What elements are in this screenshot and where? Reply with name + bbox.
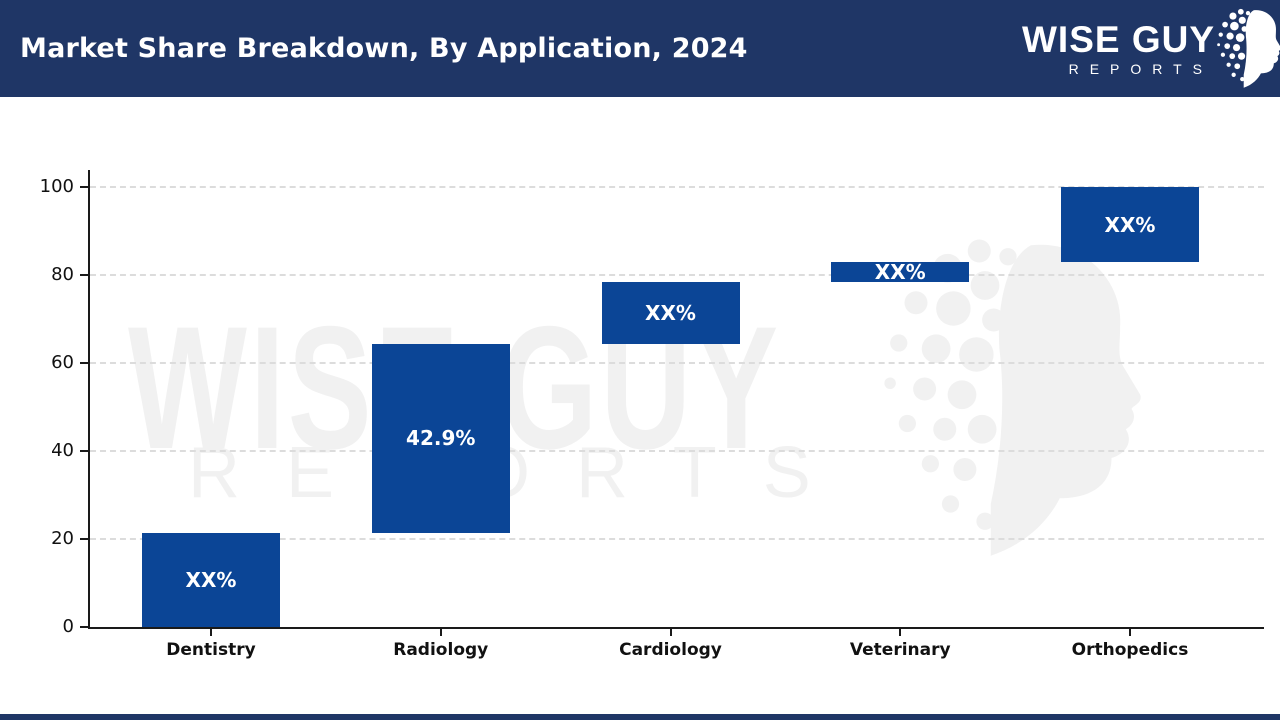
logo-wordmark: WISE GUY [1022,19,1216,60]
y-tick-label: 100 [39,176,74,197]
y-axis-line [88,170,90,629]
y-tick-mark [80,538,89,540]
x-tick-mark [210,629,212,636]
x-category-label: Veterinary [849,640,951,660]
y-tick-label: 20 [51,528,74,549]
x-tick-mark [669,629,672,636]
gridline [90,274,1264,276]
x-category-label: Radiology [393,640,489,660]
bar: XX% [601,282,740,345]
bar-value-label: XX% [874,260,926,285]
gridline [90,362,1264,364]
x-axis-line [88,627,1264,629]
bar: XX% [142,532,280,627]
wiseguy-logo: WISE GUY REPORTS [1022,4,1280,94]
y-tick-mark [80,450,89,452]
bar: 42.9% [371,344,510,533]
gridline [90,450,1264,452]
y-tick-label: 0 [62,616,74,637]
y-tick-mark [80,362,89,364]
bar: XX% [831,260,970,285]
header: Market Share Breakdown, By Application, … [0,0,1280,97]
footer-bar [0,714,1280,720]
gridline [90,186,1264,188]
y-tick-mark [80,626,89,628]
x-category-label: Dentistry [166,640,256,660]
logo-subtitle: REPORTS [1068,61,1214,77]
page-title: Market Share Breakdown, By Application, … [20,33,748,64]
wiseguy-head-icon [1217,8,1280,88]
y-tick-label: 40 [51,440,74,461]
y-tick-label: 80 [51,264,74,285]
y-tick-mark [80,274,89,276]
x-tick-mark [439,629,442,636]
x-category-label: Cardiology [619,640,722,660]
y-tick-mark [80,186,89,188]
bar: XX% [1061,187,1199,263]
wiseguy-logo-text: WISE GUY REPORTS [1022,19,1216,78]
bar-value-label: XX% [185,567,237,592]
x-category-label: Orthopedics [1071,640,1189,660]
watermark-subtitle: REPORTS [188,433,857,513]
x-tick-mark [1129,629,1131,636]
bar-value-label: XX% [645,301,696,326]
bar-value-label: 42.9% [406,426,476,451]
y-tick-label: 60 [51,352,74,373]
x-tick-mark [899,629,902,636]
gridline [90,538,1264,540]
bar-value-label: XX% [1104,212,1156,237]
